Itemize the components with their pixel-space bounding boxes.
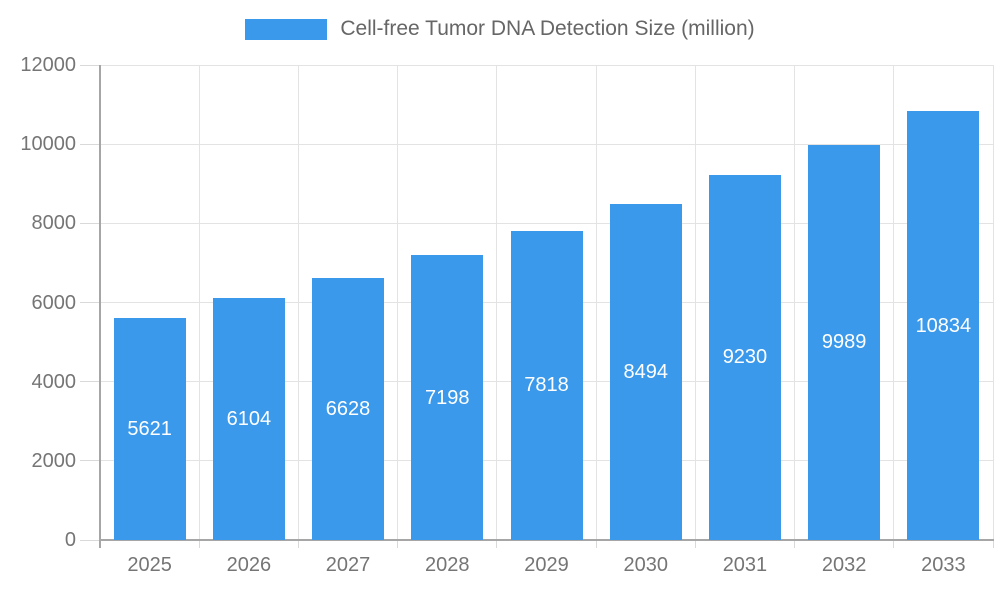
bar[interactable] <box>510 230 583 540</box>
x-axis-label: 2029 <box>524 554 569 576</box>
bar-value-label: 6104 <box>226 408 272 431</box>
x-axis-tick <box>595 540 597 548</box>
bar-value-label: 7818 <box>524 374 569 397</box>
y-axis-line <box>99 65 101 548</box>
gridline-vertical <box>992 65 994 540</box>
bar[interactable] <box>907 111 980 540</box>
plot-area: 0 2000 4000 6000 8000 10000 12000 5621 2025 6104 2… <box>20 54 994 576</box>
bar[interactable] <box>708 174 781 540</box>
x-axis-tick <box>198 540 200 548</box>
legend-swatch <box>245 18 328 40</box>
bar[interactable] <box>808 144 881 540</box>
x-axis-label: 2032 <box>821 554 867 576</box>
gridline-horizontal <box>100 143 993 145</box>
gridline-vertical <box>595 65 597 540</box>
x-axis-label: 2026 <box>226 554 272 576</box>
legend-label: Cell-free Tumor DNA Detection Size (mill… <box>340 17 755 40</box>
x-axis-tick <box>992 540 994 548</box>
x-axis-label: 2031 <box>722 554 768 576</box>
y-axis-tick <box>80 222 100 224</box>
bar-value-label: 6628 <box>325 397 371 420</box>
y-axis-label: 10000 <box>20 133 76 156</box>
y-axis-label: 6000 <box>31 291 77 314</box>
gridline-vertical <box>694 65 696 540</box>
bar-value-label: 5621 <box>127 417 172 440</box>
bar-value-label: 7198 <box>425 386 470 409</box>
x-axis-tick <box>397 540 399 548</box>
x-axis-label: 2025 <box>127 554 172 576</box>
x-axis-label: 2030 <box>623 554 668 576</box>
bar[interactable] <box>212 298 285 540</box>
y-axis-tick <box>80 143 100 145</box>
y-axis-label: 2000 <box>31 449 77 472</box>
y-axis-tick <box>80 64 100 66</box>
bar-value-label: 9230 <box>722 346 768 369</box>
y-axis-label: 12000 <box>20 54 76 76</box>
y-axis-tick <box>80 539 100 541</box>
x-axis-label: 2033 <box>921 554 966 576</box>
x-axis-tick <box>893 540 895 548</box>
bar[interactable] <box>113 317 186 540</box>
x-axis-tick <box>694 540 696 548</box>
x-axis-tick <box>794 540 796 548</box>
y-axis-label: 4000 <box>31 370 77 393</box>
y-axis-label: 8000 <box>31 212 77 235</box>
gridline-vertical <box>198 65 200 540</box>
x-axis-tick <box>496 540 498 548</box>
bar-value-label: 8494 <box>623 360 668 383</box>
gridline-vertical <box>297 65 299 540</box>
y-axis-tick <box>80 460 100 462</box>
gridline-vertical <box>496 65 498 540</box>
x-axis-tick <box>297 540 299 548</box>
x-axis-line <box>99 539 994 541</box>
y-axis-label: 0 <box>64 529 76 551</box>
x-axis-label: 2027 <box>325 554 371 576</box>
gridline-vertical <box>397 65 399 540</box>
y-axis-tick <box>80 381 100 383</box>
gridline-horizontal <box>100 64 993 66</box>
legend[interactable]: Cell-free Tumor DNA Detection Size (mill… <box>0 17 1000 41</box>
gridline-horizontal <box>100 222 993 224</box>
bar[interactable] <box>312 277 385 540</box>
y-axis-tick <box>80 302 100 303</box>
x-axis-label: 2028 <box>425 554 470 576</box>
bar-value-label: 9989 <box>821 331 867 354</box>
gridline-vertical <box>893 65 895 540</box>
bar[interactable] <box>609 203 682 540</box>
bar-value-label: 10834 <box>915 314 972 337</box>
gridline-vertical <box>794 65 796 540</box>
bar[interactable] <box>411 255 484 540</box>
